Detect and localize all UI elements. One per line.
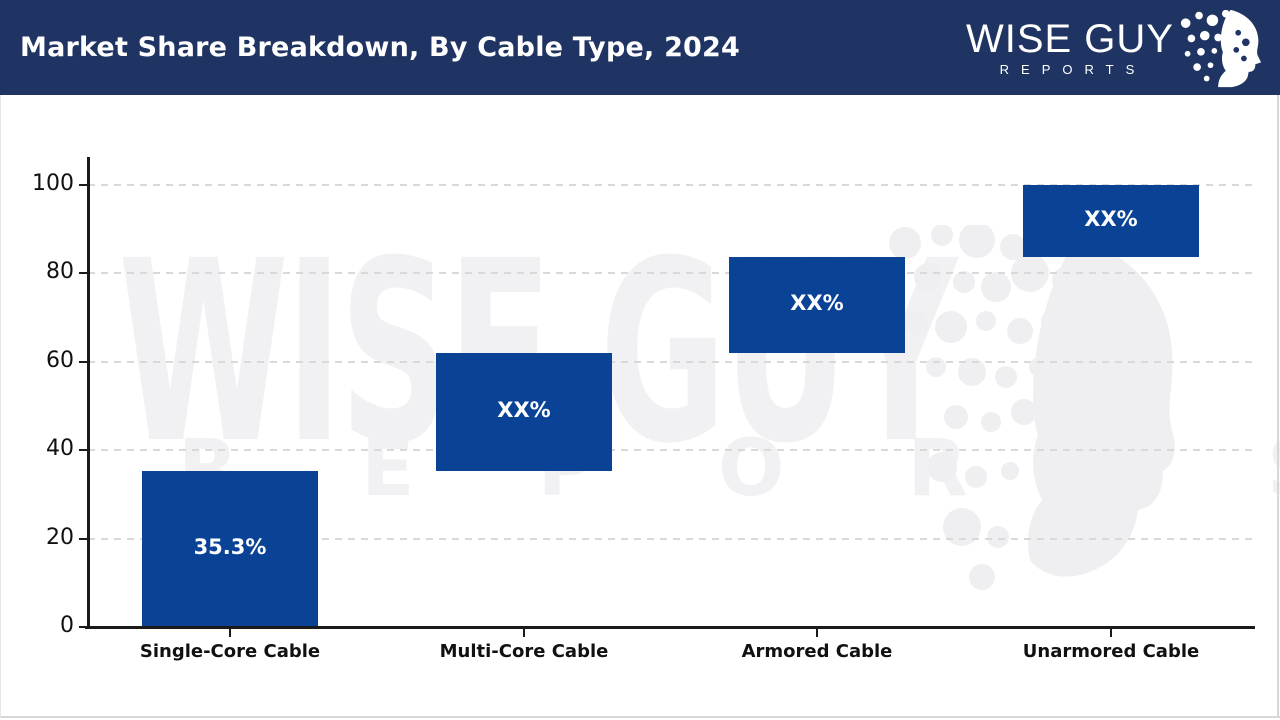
gridline-40 xyxy=(88,449,1254,452)
xtick-multi-core-cable xyxy=(523,628,525,637)
bar-value-label-multi-core-cable: XX% xyxy=(497,398,551,423)
left-edge-line xyxy=(0,95,1,718)
bar-single-core-cable xyxy=(142,470,318,627)
wiseguy-logo: WISE GUY REPORTS xyxy=(966,6,1264,90)
gridline-60 xyxy=(88,360,1254,363)
logo-wordmark: WISE GUY xyxy=(965,16,1174,61)
gridline-100 xyxy=(88,183,1254,186)
ytick-label-60: 60 xyxy=(46,347,74,373)
gridline-20 xyxy=(88,537,1254,540)
bar-value-label-single-core-cable: 35.3% xyxy=(193,534,267,559)
x-axis-line xyxy=(85,626,1255,629)
xtick-unarmored-cable xyxy=(1110,628,1112,637)
right-edge-line xyxy=(1277,95,1279,718)
bar-value-label-unarmored-cable: XX% xyxy=(1084,207,1138,231)
xtick-label-armored-cable: Armored Cable xyxy=(741,641,893,662)
y-axis-line xyxy=(87,157,90,629)
header-bar: Market Share Breakdown, By Cable Type, 2… xyxy=(0,0,1280,95)
bar-armored-cable xyxy=(729,257,905,354)
bottom-edge-line xyxy=(0,716,1280,718)
xtick-label-multi-core-cable: Multi-Core Cable xyxy=(439,641,609,662)
bar-value-label-armored-cable: XX% xyxy=(790,291,844,316)
ytick-100 xyxy=(79,183,88,186)
gridline-80 xyxy=(88,272,1254,275)
ytick-0 xyxy=(79,626,88,628)
ytick-60 xyxy=(79,360,88,363)
xtick-armored-cable xyxy=(816,628,818,637)
page-title: Market Share Breakdown, By Cable Type, 2… xyxy=(20,32,741,63)
xtick-label-single-core-cable: Single-Core Cable xyxy=(139,641,321,662)
ytick-label-0: 0 xyxy=(60,613,74,638)
ytick-label-40: 40 xyxy=(46,436,74,462)
ytick-label-20: 20 xyxy=(46,524,74,550)
bar-multi-core-cable xyxy=(436,353,612,471)
ytick-40 xyxy=(79,449,88,452)
logo-subtitle: REPORTS xyxy=(999,61,1147,77)
bar-unarmored-cable xyxy=(1023,184,1199,258)
ytick-label-80: 80 xyxy=(46,259,74,285)
wiseguy-face-icon xyxy=(1180,9,1262,87)
xtick-single-core-cable xyxy=(229,628,231,637)
ytick-20 xyxy=(79,537,88,540)
xtick-label-unarmored-cable: Unarmored Cable xyxy=(1022,641,1200,662)
wiseguy-logo-text: WISE GUY REPORTS xyxy=(966,19,1174,77)
ytick-80 xyxy=(79,272,88,275)
ytick-label-100: 100 xyxy=(32,170,74,196)
